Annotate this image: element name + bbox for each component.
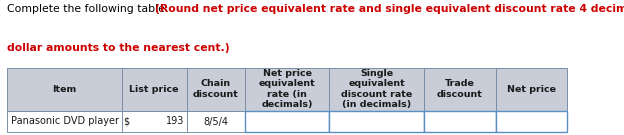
- Text: Single
equivalent
discount rate
(in decimals): Single equivalent discount rate (in deci…: [341, 69, 412, 109]
- Text: 193: 193: [167, 117, 185, 126]
- Bar: [122, 111, 187, 132]
- Bar: [7, 111, 122, 132]
- Bar: [495, 68, 567, 111]
- Bar: [245, 68, 329, 111]
- Text: $: $: [124, 117, 130, 126]
- Bar: [495, 111, 567, 132]
- Text: Chain
discount: Chain discount: [193, 79, 239, 99]
- Bar: [187, 111, 245, 132]
- Text: Trade
discount: Trade discount: [437, 79, 483, 99]
- Text: List price: List price: [129, 85, 179, 94]
- Text: Net price
equivalent
rate (in
decimals): Net price equivalent rate (in decimals): [259, 69, 315, 109]
- Text: Item: Item: [52, 85, 77, 94]
- Text: Net price: Net price: [507, 85, 555, 94]
- Bar: [122, 68, 187, 111]
- Bar: [187, 68, 245, 111]
- Text: (Round net price equivalent rate and single equivalent discount rate 4 decimal p: (Round net price equivalent rate and sin…: [155, 4, 624, 14]
- Text: Complete the following table:: Complete the following table:: [7, 4, 172, 14]
- Bar: [245, 111, 329, 132]
- Bar: [424, 68, 495, 111]
- Text: 8/5/4: 8/5/4: [203, 117, 228, 126]
- Bar: [329, 111, 424, 132]
- Text: Panasonic DVD player: Panasonic DVD player: [11, 117, 119, 126]
- Bar: [7, 68, 122, 111]
- Bar: [424, 111, 495, 132]
- Bar: [329, 68, 424, 111]
- Text: dollar amounts to the nearest cent.): dollar amounts to the nearest cent.): [7, 43, 230, 53]
